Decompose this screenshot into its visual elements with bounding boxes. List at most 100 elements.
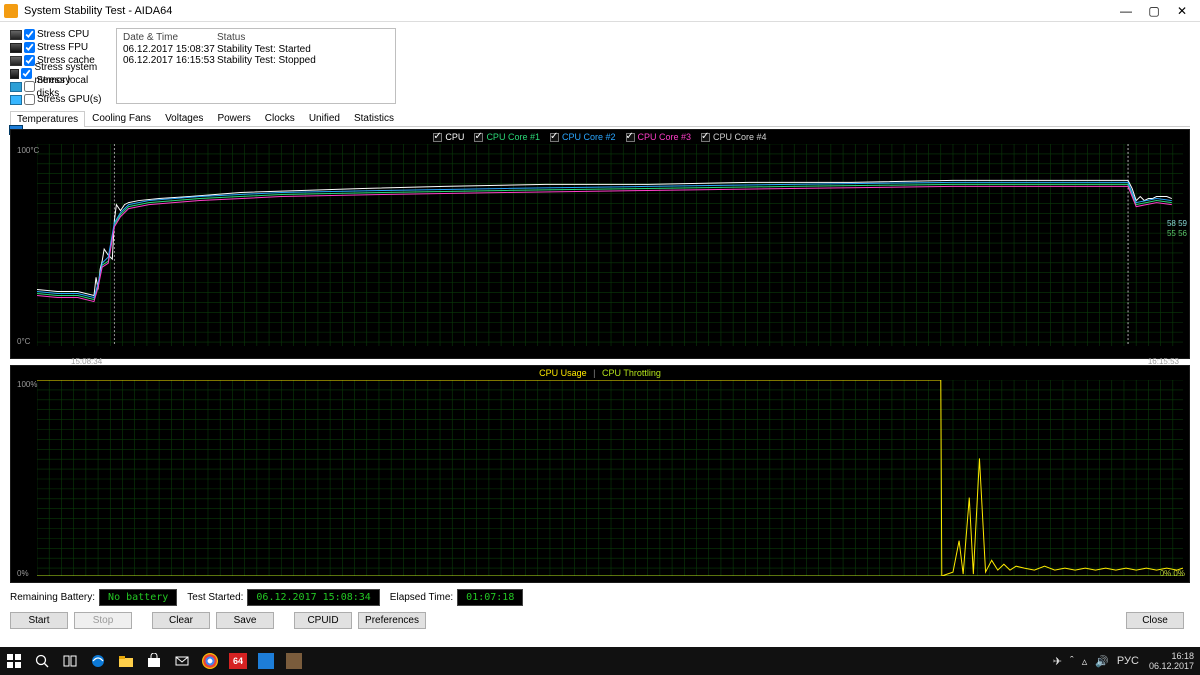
stress-option[interactable]: Stress local disks (10, 80, 110, 93)
temp-end-top: 58 59 (1167, 220, 1187, 228)
stress-label: Stress FPU (37, 41, 88, 54)
legend-checkbox-icon[interactable] (474, 133, 483, 142)
close-dialog-button[interactable]: Close (1126, 612, 1184, 629)
log-row: 06.12.2017 16:15:53Stability Test: Stopp… (123, 55, 389, 66)
save-button[interactable]: Save (216, 612, 274, 629)
legend-item[interactable]: CPU Core #2 (550, 132, 616, 142)
temp-y-top: 100°C (17, 146, 39, 155)
stress-options: Stress CPU Stress FPU Stress cache Stres… (10, 28, 110, 106)
tray-chevron-icon[interactable]: ˆ (1070, 655, 1074, 667)
stress-label: Stress CPU (37, 28, 89, 41)
clear-button[interactable]: Clear (152, 612, 210, 629)
system-tray[interactable]: ✈ ˆ ▵ 🔊 РУС 16:18 06.12.2017 (1049, 651, 1200, 671)
taskbar[interactable]: 64 ✈ ˆ ▵ 🔊 РУС 16:18 06.12.2017 (0, 647, 1200, 675)
legend-label: CPU Core #4 (713, 132, 767, 142)
search-icon[interactable] (28, 647, 56, 675)
legend-label: CPU Core #1 (486, 132, 540, 142)
stress-checkbox[interactable] (24, 55, 35, 66)
app-icon-2[interactable] (280, 647, 308, 675)
cpu-legend: CPU Usage | CPU Throttling (11, 368, 1189, 378)
battery-label: Remaining Battery: (10, 592, 95, 603)
tray-time: 16:18 (1149, 651, 1194, 661)
preferences-button[interactable]: Preferences (358, 612, 426, 629)
close-button[interactable]: ✕ (1168, 2, 1196, 20)
stress-bullet-icon (10, 69, 19, 79)
log-status: Stability Test: Started (217, 44, 311, 55)
log-status: Stability Test: Stopped (217, 55, 316, 66)
battery-value: No battery (99, 589, 177, 606)
event-log: Date & Time Status 06.12.2017 15:08:37St… (116, 28, 396, 104)
tab-voltages[interactable]: Voltages (158, 110, 210, 126)
cpu-y-top: 100% (17, 380, 37, 389)
tray-volume-icon[interactable]: 🔊 (1095, 655, 1109, 668)
stress-option[interactable]: Stress FPU (10, 41, 110, 54)
legend-label: CPU Core #2 (562, 132, 616, 142)
legend-checkbox-icon[interactable] (701, 133, 710, 142)
stress-label: Stress GPU(s) (37, 93, 101, 106)
legend-checkbox-icon[interactable] (550, 133, 559, 142)
cpu-plot (37, 380, 1183, 576)
legend-item[interactable]: CPU Core #3 (626, 132, 692, 142)
test-started-label: Test Started: (187, 592, 243, 603)
tab-unified[interactable]: Unified (302, 110, 347, 126)
stress-checkbox[interactable] (21, 68, 32, 79)
temperature-legend: CPU CPU Core #1 CPU Core #2 CPU Core #3 CPU … (11, 132, 1189, 144)
stop-button[interactable]: Stop (74, 612, 132, 629)
start-menu-icon[interactable] (0, 647, 28, 675)
app-icon-1[interactable] (252, 647, 280, 675)
tab-statistics[interactable]: Statistics (347, 110, 401, 126)
charts-area: CPU CPU Core #1 CPU Core #2 CPU Core #3 CPU … (10, 129, 1190, 583)
legend-checkbox-icon[interactable] (433, 133, 442, 142)
window-title: System Stability Test - AIDA64 (24, 5, 1112, 17)
minimize-button[interactable]: — (1112, 2, 1140, 20)
stress-bullet-icon (10, 56, 22, 66)
button-row: Start Stop Clear Save CPUID Preferences … (10, 612, 1190, 629)
legend-checkbox-icon[interactable] (626, 133, 635, 142)
stress-option[interactable]: Stress CPU (10, 28, 110, 41)
stress-checkbox[interactable] (24, 94, 35, 105)
cpu-throttling-label: CPU Throttling (602, 368, 661, 378)
task-view-icon[interactable] (56, 647, 84, 675)
stress-option[interactable]: Stress GPU(s) (10, 93, 110, 106)
tab-cooling-fans[interactable]: Cooling Fans (85, 110, 158, 126)
stress-bullet-icon (10, 43, 22, 53)
tab-clocks[interactable]: Clocks (258, 110, 302, 126)
explorer-icon[interactable] (112, 647, 140, 675)
cpu-usage-chart: CPU Usage | CPU Throttling 100% 0% 0% 0% (10, 365, 1190, 583)
tabs: TemperaturesCooling FansVoltagesPowersCl… (10, 110, 1190, 127)
temp-y-bot: 0°C (17, 337, 30, 346)
store-icon[interactable] (140, 647, 168, 675)
maximize-button[interactable]: ▢ (1140, 2, 1168, 20)
edge-icon[interactable] (84, 647, 112, 675)
cpuid-button[interactable]: CPUID (294, 612, 352, 629)
tray-plane-icon[interactable]: ✈ (1053, 655, 1062, 668)
tray-clock[interactable]: 16:18 06.12.2017 (1149, 651, 1194, 671)
cpu-usage-label: CPU Usage (539, 368, 587, 378)
stress-bullet-icon (10, 82, 22, 92)
aida64-icon[interactable]: 64 (224, 647, 252, 675)
log-header-status: Status (217, 32, 245, 43)
mail-icon[interactable] (168, 647, 196, 675)
legend-item[interactable]: CPU Core #1 (474, 132, 540, 142)
top-panel: Stress CPU Stress FPU Stress cache Stres… (0, 22, 1200, 106)
elapsed-label: Elapsed Time: (390, 592, 453, 603)
legend-label: CPU Core #3 (638, 132, 692, 142)
tray-language[interactable]: РУС (1117, 655, 1139, 667)
log-header-datetime: Date & Time (123, 32, 217, 43)
tab-powers[interactable]: Powers (210, 110, 257, 126)
tray-network-icon[interactable]: ▵ (1082, 655, 1088, 668)
log-row: 06.12.2017 15:08:37Stability Test: Start… (123, 44, 389, 55)
start-button[interactable]: Start (10, 612, 68, 629)
stress-checkbox[interactable] (24, 42, 35, 53)
stress-checkbox[interactable] (24, 29, 35, 40)
stress-bullet-icon (10, 95, 22, 105)
temp-plot (37, 144, 1183, 346)
title-bar: System Stability Test - AIDA64 — ▢ ✕ (0, 0, 1200, 22)
log-datetime: 06.12.2017 15:08:37 (123, 44, 217, 55)
legend-item[interactable]: CPU Core #4 (701, 132, 767, 142)
status-row: Remaining Battery: No battery Test Start… (10, 589, 1190, 606)
chrome-icon[interactable] (196, 647, 224, 675)
legend-item[interactable]: CPU (433, 132, 464, 142)
log-datetime: 06.12.2017 16:15:53 (123, 55, 217, 66)
stress-checkbox[interactable] (24, 81, 35, 92)
